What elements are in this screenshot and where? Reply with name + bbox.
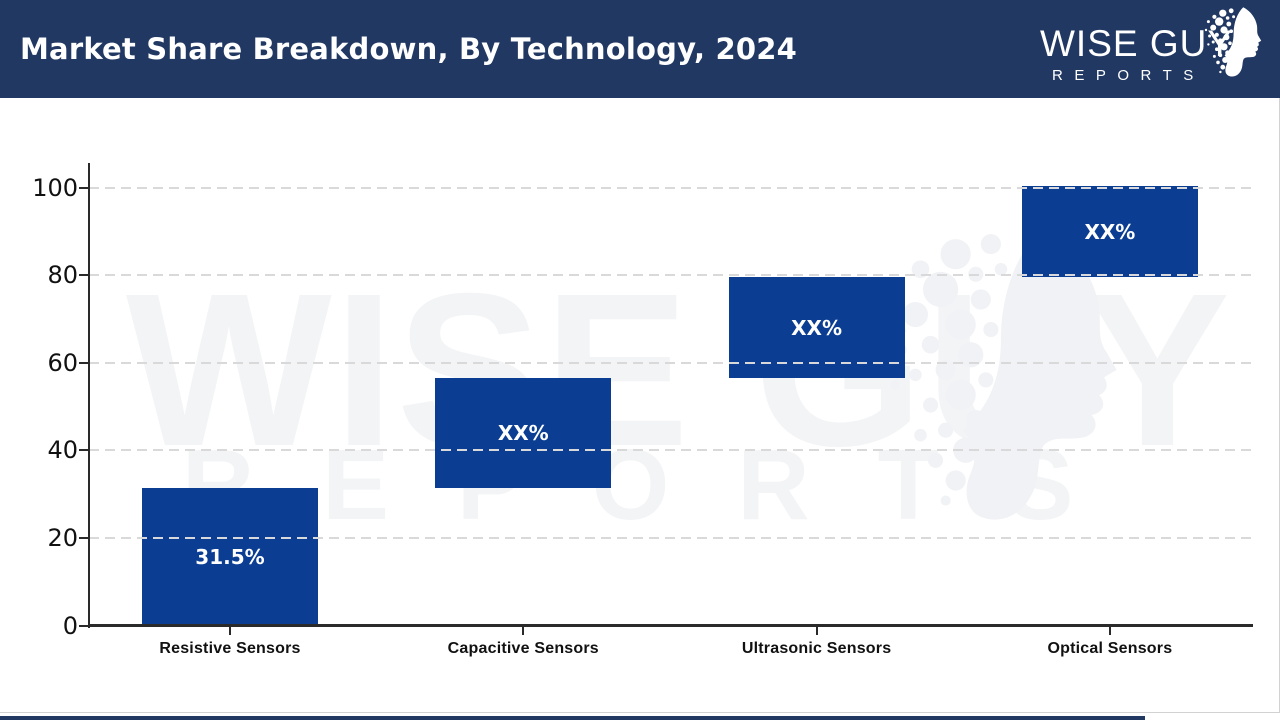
y-axis-line bbox=[88, 163, 90, 628]
bar-value-label: XX% bbox=[1084, 219, 1136, 244]
x-axis-line bbox=[88, 624, 1253, 627]
y-axis-tick-label: 80 bbox=[47, 261, 78, 290]
y-axis-tick bbox=[79, 186, 88, 189]
bar-capacitive-sensors: XX% bbox=[435, 378, 612, 488]
gridline bbox=[89, 449, 1254, 452]
y-axis-tick bbox=[79, 624, 88, 627]
y-axis-tick-label: 60 bbox=[47, 348, 78, 377]
y-axis-tick bbox=[79, 536, 88, 539]
x-axis-tick bbox=[229, 627, 231, 635]
gridline bbox=[89, 274, 1254, 277]
watermark-face-icon bbox=[880, 229, 1117, 520]
y-axis-tick-label: 20 bbox=[47, 523, 78, 552]
x-axis-tick bbox=[1108, 627, 1111, 635]
wise-guy-reports-logo: WISE GUY REPORTS bbox=[1040, 7, 1262, 84]
x-axis-tick bbox=[522, 627, 525, 635]
y-axis-tick-label: 0 bbox=[62, 611, 78, 640]
footer-bar bbox=[0, 716, 1145, 720]
logo-sub-text: REPORTS bbox=[1052, 67, 1205, 84]
y-axis-tick bbox=[79, 449, 88, 452]
page-title: Market Share Breakdown, By Technology, 2… bbox=[20, 32, 798, 66]
bar-value-label: XX% bbox=[791, 315, 843, 340]
y-axis-tick-label: 40 bbox=[47, 436, 78, 465]
header-bar: Market Share Breakdown, By Technology, 2… bbox=[0, 0, 1280, 98]
bar-ultrasonic-sensors: XX% bbox=[728, 277, 905, 379]
watermark-sub-text: REPORTS bbox=[182, 429, 1142, 541]
logo-brand-text: WISE GUY bbox=[1040, 23, 1233, 64]
y-axis-tick bbox=[79, 274, 88, 277]
x-axis-category-label: Resistive Sensors bbox=[159, 640, 301, 657]
bar-resistive-sensors: 31.5% bbox=[142, 487, 318, 626]
x-axis-category-label: Optical Sensors bbox=[1047, 640, 1173, 657]
bar-value-label: XX% bbox=[497, 420, 549, 445]
y-axis-tick-label: 100 bbox=[32, 173, 78, 202]
logo-face-icon bbox=[1204, 7, 1262, 77]
gridline bbox=[89, 186, 1254, 189]
x-axis-category-label: Capacitive Sensors bbox=[447, 640, 599, 657]
x-axis-tick bbox=[815, 627, 818, 635]
bar-value-label: 31.5% bbox=[195, 544, 265, 569]
x-axis-category-label: Ultrasonic Sensors bbox=[741, 640, 892, 657]
bar-optical-sensors: XX% bbox=[1021, 186, 1198, 278]
y-axis-tick bbox=[79, 361, 88, 364]
gridline bbox=[89, 361, 1254, 364]
gridline bbox=[89, 536, 1254, 539]
chart-canvas: WISE GUY REPORTS 31.5% Resistive Sensors X… bbox=[0, 98, 1280, 713]
